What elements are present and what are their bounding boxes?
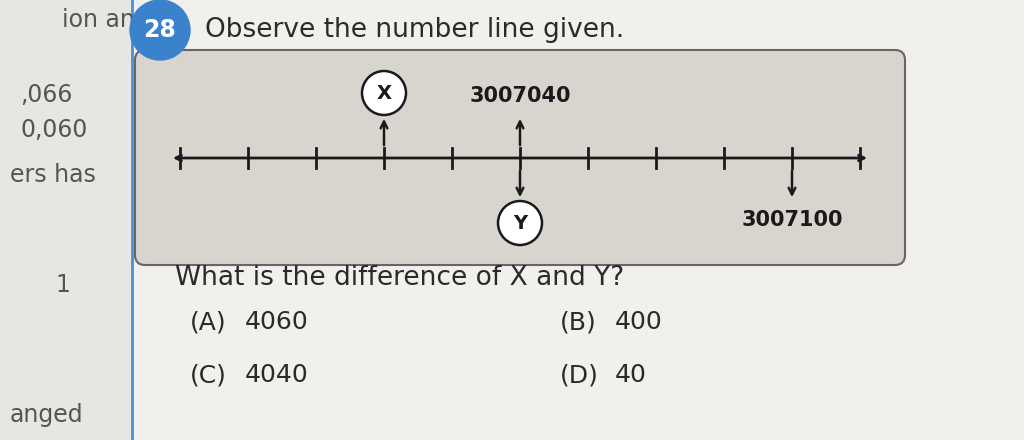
- Text: ion and: ion and: [62, 8, 150, 32]
- Text: Y: Y: [513, 213, 527, 232]
- Text: Observe the number line given.: Observe the number line given.: [205, 17, 625, 43]
- Text: (B): (B): [560, 310, 597, 334]
- Text: 3007040: 3007040: [469, 86, 570, 106]
- Circle shape: [362, 71, 406, 115]
- Text: X: X: [377, 84, 391, 103]
- FancyBboxPatch shape: [135, 50, 905, 265]
- Text: (A): (A): [190, 310, 226, 334]
- Text: ,066: ,066: [20, 83, 73, 107]
- Text: 400: 400: [615, 310, 663, 334]
- Text: 3007100: 3007100: [741, 210, 843, 230]
- Text: ers has: ers has: [10, 163, 96, 187]
- Text: 4040: 4040: [245, 363, 309, 387]
- Text: (C): (C): [190, 363, 227, 387]
- Text: 28: 28: [143, 18, 176, 42]
- Text: (D): (D): [560, 363, 599, 387]
- Text: 1: 1: [55, 273, 70, 297]
- Circle shape: [130, 0, 190, 60]
- Text: 4060: 4060: [245, 310, 309, 334]
- Circle shape: [498, 201, 542, 245]
- Text: anged: anged: [10, 403, 84, 427]
- Text: 40: 40: [615, 363, 647, 387]
- Text: What is the difference of X and Y?: What is the difference of X and Y?: [175, 265, 625, 291]
- Bar: [0, 0, 132, 440]
- Text: 0,060: 0,060: [20, 118, 87, 142]
